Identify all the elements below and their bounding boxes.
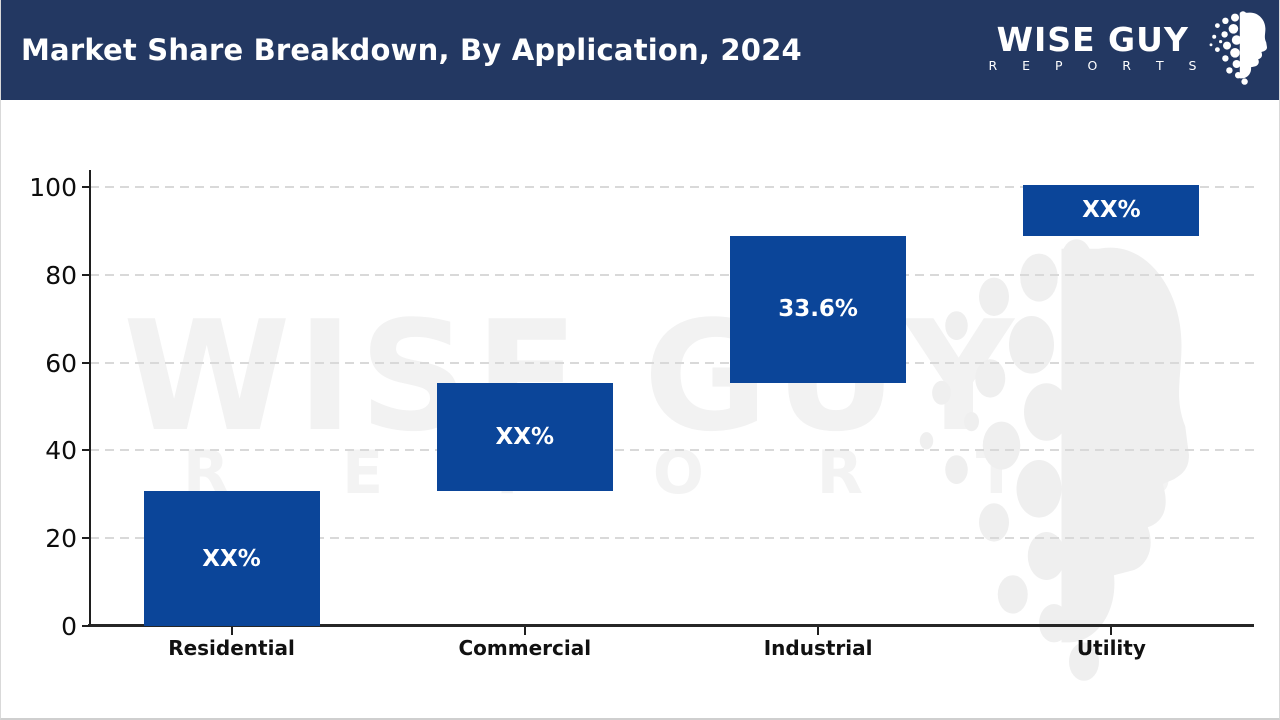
bar-value-label: XX% bbox=[495, 424, 555, 451]
y-tick-label: 0 bbox=[61, 612, 77, 641]
bar-value-label: 33.6% bbox=[778, 296, 858, 323]
y-axis-tick bbox=[82, 537, 90, 540]
x-tick-label-commercial: Commercial bbox=[458, 636, 592, 660]
gridline bbox=[90, 537, 1254, 540]
y-tick-label: 60 bbox=[45, 348, 77, 378]
y-axis-spine bbox=[89, 170, 91, 626]
bar-industrial: 33.6% bbox=[730, 235, 907, 384]
x-tick-label-utility: Utility bbox=[1076, 636, 1146, 660]
x-axis-tick bbox=[230, 627, 233, 635]
dotted-head-profile-icon bbox=[1209, 11, 1267, 85]
chart-area: WISE GUY R E P O R T S 0 20 40 60 80 100 XX% R… bbox=[1, 100, 1279, 718]
y-axis-tick bbox=[82, 273, 90, 276]
bar-commercial: XX% bbox=[436, 383, 613, 492]
gridline bbox=[90, 186, 1254, 188]
x-axis-tick bbox=[817, 627, 820, 635]
gridline bbox=[90, 361, 1254, 364]
gridline bbox=[90, 449, 1254, 452]
gridline bbox=[90, 273, 1254, 276]
logo-subtitle: R E P O R T S bbox=[988, 58, 1207, 74]
x-axis-tick bbox=[1110, 627, 1113, 635]
y-axis-tick bbox=[82, 625, 90, 627]
x-tick-label-residential: Residential bbox=[168, 636, 295, 660]
y-axis-tick bbox=[82, 186, 90, 188]
y-axis-tick bbox=[82, 361, 90, 364]
bar-utility: XX% bbox=[1023, 185, 1200, 236]
header-bar: Market Share Breakdown, By Application, … bbox=[1, 0, 1279, 100]
y-tick-label: 20 bbox=[45, 524, 77, 554]
x-axis-spine bbox=[88, 624, 1254, 627]
y-tick-label: 40 bbox=[45, 436, 77, 466]
y-axis-tick bbox=[82, 449, 90, 452]
logo-text: WISE GUY R E P O R T S bbox=[978, 19, 1207, 74]
watermark-dotted-head-icon bbox=[919, 239, 1189, 681]
y-tick-label: 100 bbox=[29, 173, 77, 202]
page-title: Market Share Breakdown, By Application, … bbox=[21, 33, 802, 67]
logo-wordmark: WISE GUY bbox=[996, 19, 1189, 59]
bar-value-label: XX% bbox=[202, 545, 261, 572]
y-tick-label: 80 bbox=[45, 260, 77, 290]
bar-residential: XX% bbox=[143, 491, 320, 626]
x-axis-tick bbox=[523, 627, 526, 635]
wise-guy-reports-logo: WISE GUY R E P O R T S bbox=[978, 8, 1267, 88]
x-tick-label-industrial: Industrial bbox=[763, 636, 873, 660]
bar-value-label: XX% bbox=[1082, 197, 1141, 224]
